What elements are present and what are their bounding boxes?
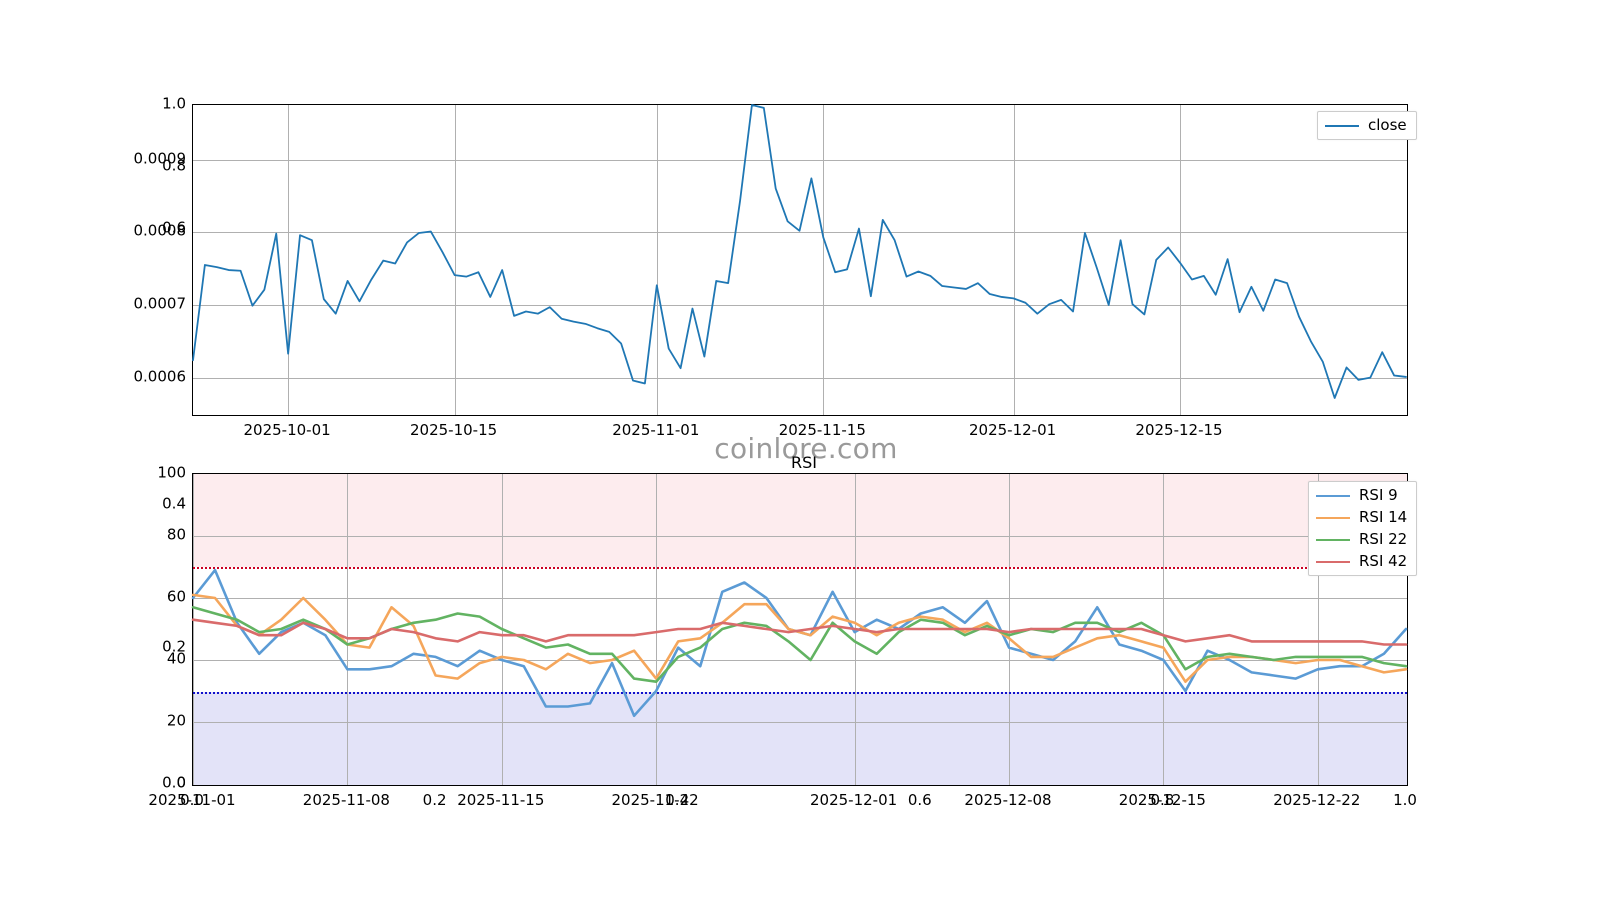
rsi-overbought-line bbox=[193, 567, 1407, 570]
rsi-y-tick-overlay: 0.2 bbox=[162, 637, 186, 656]
rsi-gridline-h bbox=[193, 598, 1407, 599]
watermark: coinlore.com bbox=[714, 432, 898, 465]
rsi-x-tick: 2025-12-15 bbox=[1118, 791, 1206, 809]
rsi-x-tick-overlay: 0.6 bbox=[907, 791, 932, 809]
rsi-y-tick: 20 bbox=[166, 711, 186, 730]
legend-item[interactable]: RSI 42 bbox=[1316, 553, 1407, 570]
price-legend[interactable]: close bbox=[1317, 111, 1417, 140]
price-y-tick: 0.0007 bbox=[133, 294, 187, 313]
rsi-x-tick: 2025-12-01 bbox=[810, 791, 898, 809]
legend-color-swatch bbox=[1316, 516, 1350, 519]
price-x-tick: 2025-12-15 bbox=[1135, 421, 1223, 439]
rsi-x-tick-overlay: 0.0 bbox=[180, 791, 204, 809]
price-gridline-v bbox=[454, 105, 456, 415]
rsi-oversold-line bbox=[193, 691, 1407, 694]
price-gridline-v bbox=[1180, 105, 1181, 415]
price-gridline-v bbox=[1013, 105, 1015, 415]
rsi-overbought-band bbox=[193, 474, 1407, 568]
legend-color-swatch bbox=[1325, 124, 1359, 127]
rsi-x-tick: 2025-11-08 bbox=[302, 791, 390, 809]
price-y-tick: 0.0009 bbox=[133, 149, 187, 167]
price-gridline-h bbox=[193, 377, 1407, 379]
price-gridline-h bbox=[193, 159, 1407, 161]
price-y-tick: 0.0006 bbox=[133, 367, 187, 386]
rsi-y-tick: 80 bbox=[166, 525, 186, 544]
rsi-legend[interactable]: RSI 9 RSI 14 RSI 22 RSI 42 bbox=[1308, 481, 1418, 576]
rsi-x-tick: 2025-11-15 bbox=[457, 791, 545, 809]
price-x-tick: 2025-12-01 bbox=[969, 421, 1057, 439]
rsi-gridline-h bbox=[193, 536, 1407, 537]
rsi-x-tick: 2025-12-22 bbox=[1273, 791, 1361, 809]
legend-item-label: RSI 9 bbox=[1359, 486, 1398, 504]
rsi-gridline-v bbox=[1163, 474, 1165, 785]
price-line-series bbox=[192, 104, 1407, 399]
rsi-gridline-h bbox=[193, 722, 1407, 723]
legend-item-label: close bbox=[1368, 116, 1407, 134]
rsi-y-tick: 100 bbox=[157, 463, 186, 482]
rsi-oversold-band bbox=[193, 691, 1407, 785]
rsi-gridline-v bbox=[1009, 474, 1010, 785]
legend-color-swatch bbox=[1316, 560, 1350, 563]
price-y-tick-overlay: 1.0 bbox=[162, 94, 186, 113]
rsi-y-tick: 60 bbox=[166, 587, 186, 606]
rsi-line-series bbox=[191, 568, 1408, 718]
rsi-y-tick-overlay: 0.0 bbox=[162, 773, 186, 792]
price-x-tick: 2025-11-01 bbox=[612, 421, 700, 439]
rsi-y-tick-overlay: 0.4 bbox=[162, 494, 186, 513]
legend-item[interactable]: RSI 14 bbox=[1316, 509, 1407, 526]
rsi-gridline-h bbox=[193, 660, 1407, 661]
legend-item-label: RSI 22 bbox=[1359, 530, 1408, 548]
price-y-tick: 0.0008 bbox=[133, 221, 187, 240]
price-x-tick: 2025-10-01 bbox=[243, 421, 331, 439]
price-x-tick: 2025-11-15 bbox=[778, 421, 866, 439]
legend-item[interactable]: close bbox=[1325, 117, 1407, 134]
legend-color-swatch bbox=[1316, 494, 1350, 497]
legend-color-swatch bbox=[1316, 538, 1350, 541]
price-x-tick: 2025-10-15 bbox=[410, 421, 498, 439]
price-gridline-h bbox=[193, 304, 1407, 306]
rsi-gridline-v bbox=[193, 474, 194, 785]
price-y-tick-overlay: 0.6 bbox=[162, 218, 186, 237]
rsi-x-tick-overlay: 0.4 bbox=[665, 791, 690, 809]
rsi-x-tick-overlay: 0.8 bbox=[1150, 791, 1175, 809]
rsi-x-tick: 2025-12-08 bbox=[964, 791, 1052, 809]
price-gridline-v bbox=[288, 105, 290, 415]
price-gridline-v bbox=[656, 105, 658, 415]
legend-item-label: RSI 42 bbox=[1359, 552, 1408, 570]
price-gridline-v bbox=[823, 105, 825, 415]
rsi-y-tick: 0 bbox=[176, 773, 186, 792]
rsi-x-tick-overlay: 0.2 bbox=[422, 791, 447, 809]
price-gridline-h bbox=[193, 232, 1407, 234]
price-chart-panel bbox=[192, 104, 1408, 416]
rsi-x-tick: 2025-11-22 bbox=[611, 791, 699, 809]
rsi-x-tick: 2025-11-01 bbox=[148, 791, 236, 809]
rsi-gridline-v bbox=[656, 474, 658, 785]
rsi-gridline-v bbox=[1317, 474, 1319, 785]
rsi-chart-panel bbox=[191, 473, 1408, 786]
price-y-tick-overlay: 0.8 bbox=[162, 156, 186, 175]
rsi-y-tick: 40 bbox=[166, 649, 186, 668]
legend-item[interactable]: RSI 22 bbox=[1316, 531, 1407, 548]
rsi-x-tick-overlay: 1.0 bbox=[1393, 791, 1417, 809]
legend-item[interactable]: RSI 9 bbox=[1316, 487, 1407, 504]
legend-item-label: RSI 14 bbox=[1359, 508, 1408, 526]
rsi-panel-title: RSI bbox=[791, 453, 817, 472]
rsi-gridline-v bbox=[347, 474, 349, 785]
